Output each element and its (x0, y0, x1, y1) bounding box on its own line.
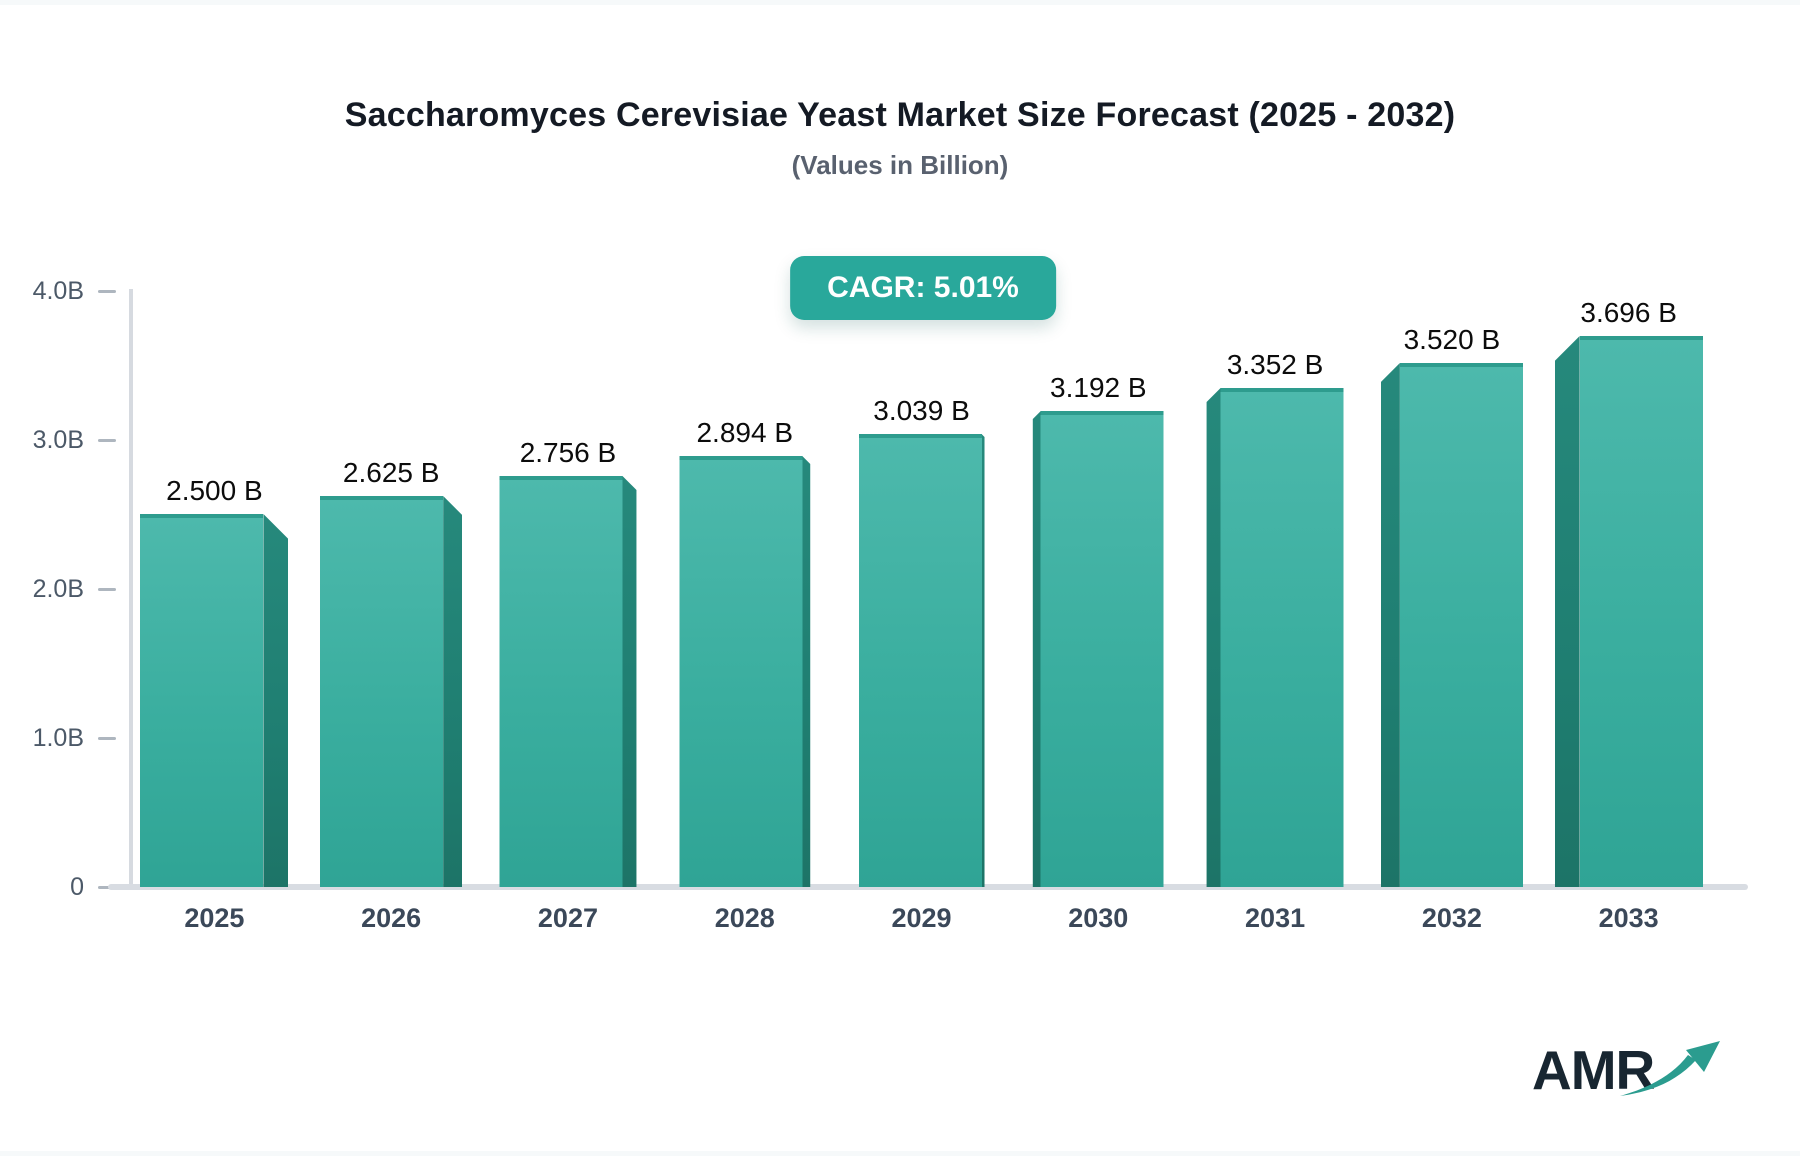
bar-slot: 2.625 B (303, 291, 480, 887)
bar-value-label: 2.500 B (166, 475, 263, 506)
bar-2032 (1380, 363, 1523, 887)
page-bottom-border (0, 1151, 1800, 1156)
x-axis-label: 2031 (1245, 903, 1306, 933)
y-axis-tick-mark (98, 736, 116, 740)
bar-value-label: 2.756 B (519, 437, 617, 468)
bar-side-shading (1554, 336, 1580, 887)
bar-face (1040, 411, 1164, 887)
bar-2033 (1554, 336, 1703, 887)
bar-2030 (1032, 411, 1164, 887)
bar-side-shading (1032, 411, 1041, 887)
bar-side-shading (802, 456, 811, 887)
bar-face (679, 456, 803, 887)
bar-face (320, 496, 444, 887)
bar-slot: 3.039 B (833, 291, 1010, 887)
bar-value-label: 3.520 B (1403, 324, 1501, 355)
bar-face (1220, 388, 1344, 887)
bar-value-label: 3.696 B (1580, 297, 1677, 328)
bar-face (1399, 363, 1523, 887)
bar-2031 (1206, 388, 1344, 887)
bar-2027 (499, 476, 637, 887)
bar-2029 (858, 434, 985, 887)
y-axis-tick-label: 0 (70, 873, 84, 901)
bar-side-shading (263, 514, 289, 887)
cagr-badge: CAGR: 5.01% (790, 256, 1056, 320)
y-axis-tick-label: 4.0B (32, 277, 84, 305)
x-axis-label: 2028 (714, 903, 775, 933)
x-axis-label: 2030 (1068, 903, 1129, 933)
bar-value-label: 3.192 B (1050, 372, 1147, 403)
y-axis-tick-mark (98, 289, 116, 293)
y-axis-tick-mark (98, 885, 116, 889)
bar-slot: 3.352 B (1187, 291, 1364, 887)
chart-title: Saccharomyces Cerevisiae Yeast Market Si… (344, 96, 1456, 134)
page-top-border (0, 0, 1800, 5)
bar-slot: 2.500 B (126, 291, 303, 887)
y-axis-line (129, 289, 133, 887)
y-axis-tick-mark (98, 438, 116, 442)
bar-side-shading (443, 496, 463, 887)
logo-arrow-icon (1620, 1041, 1720, 1096)
x-axis: 2025 2026 2027 2028 2029 2030 2031 2032 2033 (126, 903, 1717, 934)
chart-subtitle: (Values in Billion) (791, 150, 1009, 180)
bar-2026 (320, 496, 463, 887)
bar-value-label: 3.352 B (1226, 349, 1324, 380)
bar-face (858, 434, 982, 887)
bar-slot: 2.894 B (656, 291, 833, 887)
bar-face (1579, 336, 1703, 887)
bar-face (140, 514, 264, 887)
bar-slot: 2.756 B (480, 291, 657, 887)
x-axis-label: 2033 (1598, 903, 1659, 933)
x-axis-label: 2029 (891, 903, 952, 933)
amr-logo-text: AMR (1532, 1039, 1655, 1101)
bar-face (499, 476, 623, 887)
y-axis-tick-mark (98, 587, 116, 591)
x-axis-label: 2025 (184, 903, 245, 933)
bar-value-label: 2.625 B (342, 457, 440, 488)
bar-slot: 3.520 B (1363, 291, 1540, 887)
bar-value-label: 2.894 B (696, 417, 793, 448)
bar-side-shading (1380, 363, 1400, 887)
x-axis-label: 2026 (361, 903, 422, 933)
bar-side-shading (622, 476, 637, 887)
bar-slot: 3.696 B (1540, 291, 1717, 887)
bar-2025 (140, 514, 289, 887)
plot-area: 2.500 B 2.625 B 2.756 B 2.894 B 3.039 B 3.192… (126, 291, 1717, 887)
bar-slot: 3.192 B (1010, 291, 1187, 887)
amr-logo: AMR (1532, 1038, 1742, 1118)
y-axis-tick-label: 3.0B (32, 426, 84, 454)
x-axis-label: 2032 (1421, 903, 1482, 933)
bar-2028 (679, 456, 811, 887)
bar-side-shading (1206, 388, 1221, 887)
x-axis-label: 2027 (537, 903, 598, 933)
bar-side-shading (981, 434, 985, 887)
x-axis-baseline (108, 884, 1748, 890)
y-axis-tick-label: 2.0B (32, 575, 84, 603)
y-axis-tick-label: 1.0B (32, 724, 84, 752)
bar-value-label: 3.039 B (873, 395, 970, 426)
